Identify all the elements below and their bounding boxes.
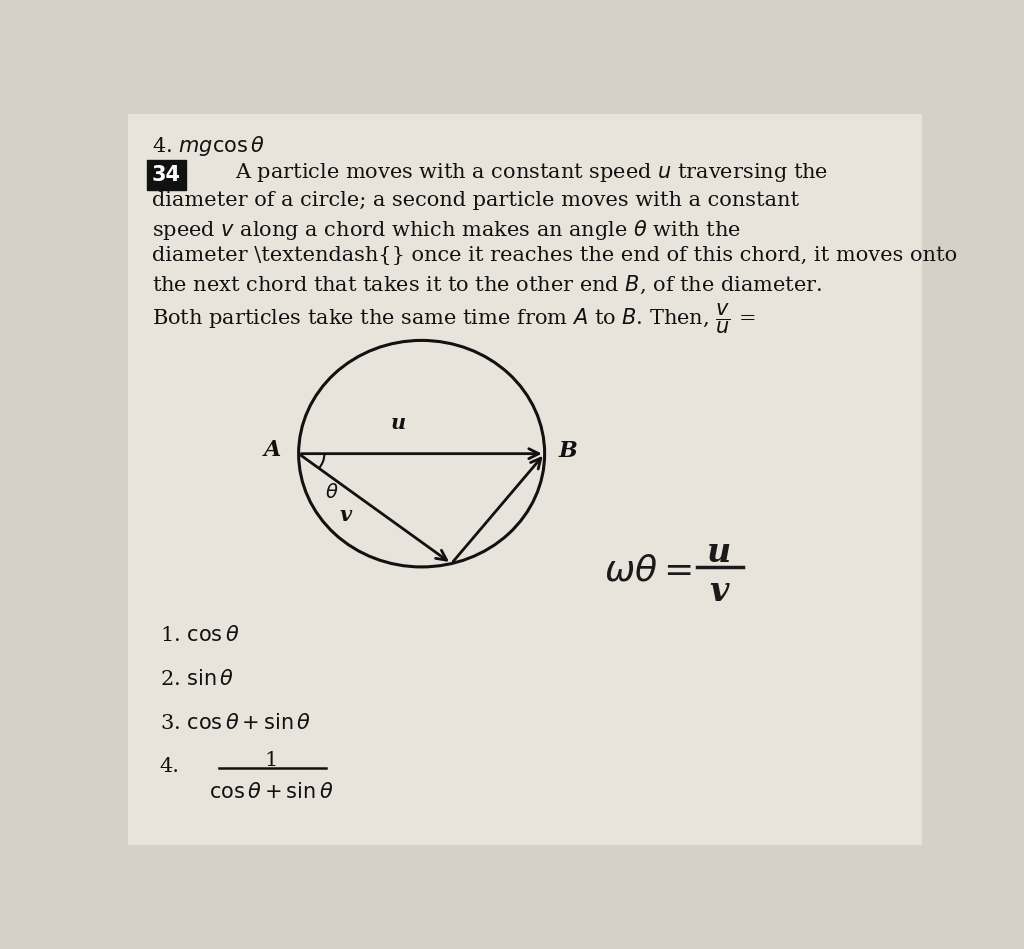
Text: 4.: 4. bbox=[160, 757, 180, 776]
Text: Both particles take the same time from $A$ to $B$. Then, $\dfrac{v}{u}$ =: Both particles take the same time from $… bbox=[152, 302, 756, 336]
Text: speed $v$ along a chord which makes an angle $\theta$ with the: speed $v$ along a chord which makes an a… bbox=[152, 218, 740, 242]
Text: $\cos\theta + \sin\theta$: $\cos\theta + \sin\theta$ bbox=[209, 783, 333, 803]
Text: 34: 34 bbox=[152, 165, 181, 185]
Text: A particle moves with a constant speed $u$ traversing the: A particle moves with a constant speed $… bbox=[236, 161, 828, 184]
Text: v: v bbox=[710, 574, 729, 607]
Text: diameter \textendash{} once it reaches the end of this chord, it moves onto: diameter \textendash{} once it reaches t… bbox=[152, 246, 957, 265]
Text: A: A bbox=[264, 439, 282, 461]
Text: 1. $\cos\theta$: 1. $\cos\theta$ bbox=[160, 625, 240, 645]
Text: 2. $\sin\theta$: 2. $\sin\theta$ bbox=[160, 669, 233, 689]
Text: v: v bbox=[339, 505, 351, 525]
Text: 3. $\cos\theta + \sin\theta$: 3. $\cos\theta + \sin\theta$ bbox=[160, 713, 311, 733]
Text: diameter of a circle; a second particle moves with a constant: diameter of a circle; a second particle … bbox=[152, 191, 799, 210]
Text: $\omega\theta=$: $\omega\theta=$ bbox=[604, 553, 692, 587]
FancyBboxPatch shape bbox=[128, 114, 922, 845]
Text: u: u bbox=[390, 413, 406, 433]
Text: $\theta$: $\theta$ bbox=[326, 483, 339, 502]
Text: 4. $mg\cos\theta$: 4. $mg\cos\theta$ bbox=[152, 135, 265, 158]
Text: the next chord that takes it to the other end $B$, of the diameter.: the next chord that takes it to the othe… bbox=[152, 274, 822, 296]
Text: u: u bbox=[708, 536, 731, 568]
Text: 1: 1 bbox=[264, 751, 278, 770]
Text: B: B bbox=[559, 440, 578, 462]
